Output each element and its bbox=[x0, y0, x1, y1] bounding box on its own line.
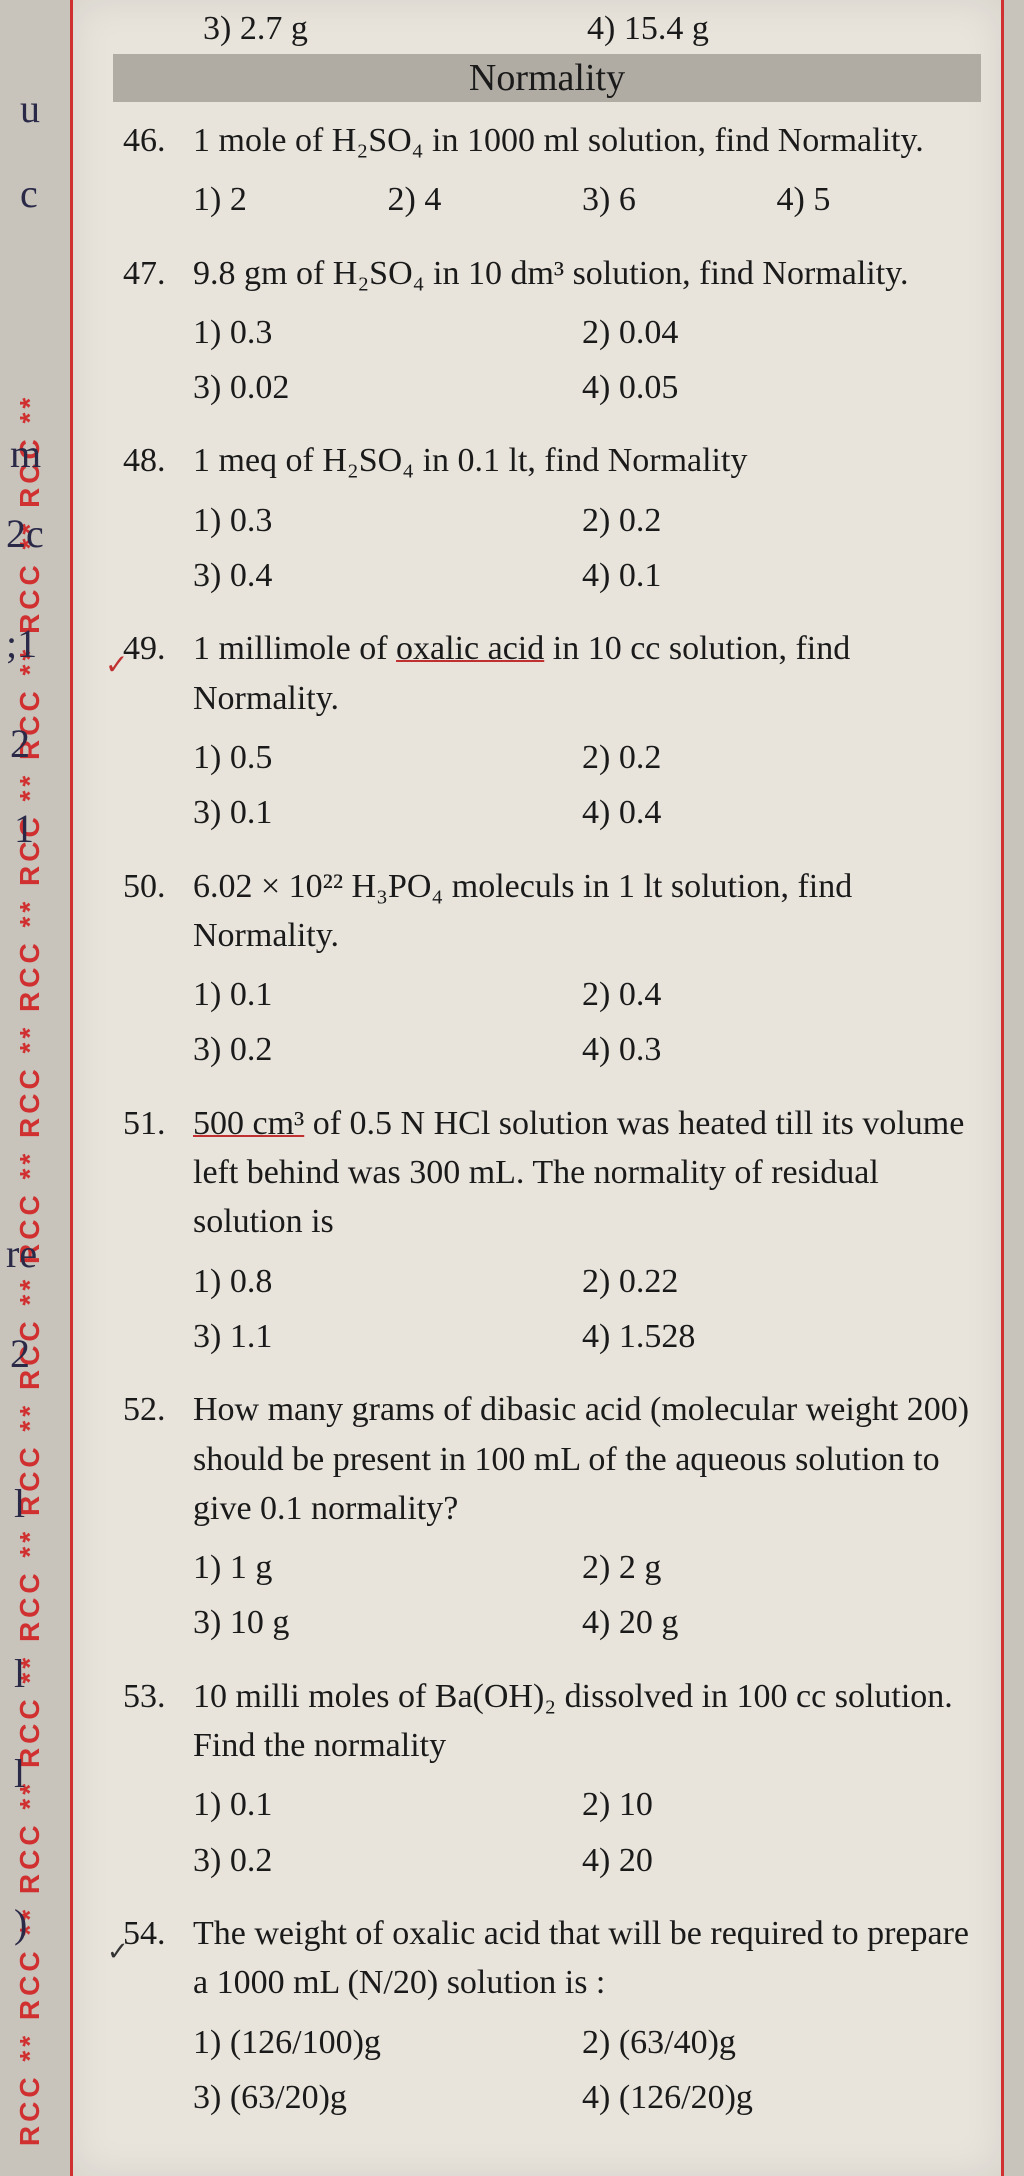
option: 2) 0.22 bbox=[582, 1257, 971, 1306]
option: 3) 0.4 bbox=[193, 551, 582, 600]
question-48: 48. 1 meq of H₂SO₄ in 0.1 lt, find Norma… bbox=[123, 436, 971, 606]
option: 3) 0.1 bbox=[193, 788, 582, 837]
spine-watermark: RCC ** RCC ** RCC ** RCC ** RCC ** RCC *… bbox=[0, 0, 60, 2176]
q-number: 49. ✓ bbox=[123, 624, 193, 843]
q-text: 10 milli moles of Ba(OH)₂ dissolved in 1… bbox=[193, 1672, 971, 1771]
q-number: 51. bbox=[123, 1099, 193, 1367]
option: 3) 0.2 bbox=[193, 1025, 582, 1074]
question-50: 50. 6.02 × 10²² H₃PO₄ moleculs in 1 lt s… bbox=[123, 862, 971, 1081]
option: 1) 0.5 bbox=[193, 733, 582, 782]
q-options: 1) 0.3 2) 0.2 3) 0.4 4) 0.1 bbox=[193, 496, 971, 607]
q-number: 50. bbox=[123, 862, 193, 1081]
q-number: 54. ✓ bbox=[123, 1909, 193, 2128]
option: 2) 10 bbox=[582, 1780, 971, 1829]
q-number: 47. bbox=[123, 249, 193, 419]
option: 2) 4 bbox=[388, 175, 583, 224]
option: 2) 0.4 bbox=[582, 970, 971, 1019]
option: 1) 0.3 bbox=[193, 496, 582, 545]
hand-note: c bbox=[20, 170, 38, 217]
option: 4) 0.1 bbox=[582, 551, 971, 600]
question-49: 49. ✓ 1 millimole of oxalic acid in 10 c… bbox=[123, 624, 971, 843]
tick-icon: ✓ bbox=[105, 646, 128, 687]
hand-note: ;1 bbox=[6, 620, 37, 667]
q-options: 1) 0.1 2) 0.4 3) 0.2 4) 0.3 bbox=[193, 970, 971, 1081]
option: 4) 0.05 bbox=[582, 363, 971, 412]
hand-note: 2c bbox=[6, 510, 44, 557]
option: 1) 2 bbox=[193, 175, 388, 224]
option: 1) 1 g bbox=[193, 1543, 582, 1592]
page-body: 3) 2.7 g 4) 15.4 g Normality 46. 1 mole … bbox=[70, 0, 1004, 2176]
question-46: 46. 1 mole of H₂SO₄ in 1000 ml solution,… bbox=[123, 116, 971, 231]
hand-note: l bbox=[14, 1750, 25, 1797]
option: 2) 0.04 bbox=[582, 308, 971, 357]
option: 1) 0.1 bbox=[193, 1780, 582, 1829]
previous-q-options: 3) 2.7 g 4) 15.4 g bbox=[123, 10, 971, 48]
q-text: How many grams of dibasic acid (molecula… bbox=[193, 1385, 971, 1533]
hand-note: 1 bbox=[14, 805, 34, 852]
option: 3) 6 bbox=[582, 175, 777, 224]
q-text: 6.02 × 10²² H₃PO₄ moleculs in 1 lt solut… bbox=[193, 862, 971, 961]
option: 3) 10 g bbox=[193, 1598, 582, 1647]
q-number: 52. bbox=[123, 1385, 193, 1653]
question-52: 52. How many grams of dibasic acid (mole… bbox=[123, 1385, 971, 1653]
option: 3) 0.02 bbox=[193, 363, 582, 412]
option: 1) 0.3 bbox=[193, 308, 582, 357]
q-text: 1 millimole of oxalic acid in 10 cc solu… bbox=[193, 624, 971, 723]
q-text: 1 mole of H₂SO₄ in 1000 ml solution, fin… bbox=[193, 116, 971, 165]
q-text: 9.8 gm of H₂SO₄ in 10 dm³ solution, find… bbox=[193, 249, 971, 298]
option: 2) 2 g bbox=[582, 1543, 971, 1592]
q-text: 1 meq of H₂SO₄ in 0.1 lt, find Normality bbox=[193, 436, 971, 485]
q-number: 46. bbox=[123, 116, 193, 231]
q-text: 500 cm³ of 0.5 N HCl solution was heated… bbox=[193, 1099, 971, 1247]
hand-note: 2 bbox=[10, 720, 30, 767]
q-number: 53. bbox=[123, 1672, 193, 1891]
q-options: 1) 2 2) 4 3) 6 4) 5 bbox=[193, 175, 971, 230]
q-text: The weight of oxalic acid that will be r… bbox=[193, 1909, 971, 2008]
q-options: 1) 0.5 2) 0.2 3) 0.1 4) 0.4 bbox=[193, 733, 971, 844]
question-54: 54. ✓ The weight of oxalic acid that wil… bbox=[123, 1909, 971, 2128]
q-options: 1) (126/100)g 2) (63/40)g 3) (63/20)g 4)… bbox=[193, 2018, 971, 2129]
option: 4) 5 bbox=[777, 175, 972, 224]
option: 4) 20 bbox=[582, 1836, 971, 1885]
hand-note: ) bbox=[14, 1900, 27, 1947]
option: 4) (126/20)g bbox=[582, 2073, 971, 2122]
q-options: 1) 0.8 2) 0.22 3) 1.1 4) 1.528 bbox=[193, 1257, 971, 1368]
q-options: 1) 0.3 2) 0.04 3) 0.02 4) 0.05 bbox=[193, 308, 971, 419]
option: 1) 0.1 bbox=[193, 970, 582, 1019]
option: 4) 20 g bbox=[582, 1598, 971, 1647]
prev-opt-4: 4) 15.4 g bbox=[587, 10, 971, 48]
option: 1) (126/100)g bbox=[193, 2018, 582, 2067]
hand-note: l bbox=[14, 1650, 25, 1697]
q-options: 1) 0.1 2) 10 3) 0.2 4) 20 bbox=[193, 1780, 971, 1891]
option: 2) 0.2 bbox=[582, 733, 971, 782]
tick-icon: ✓ bbox=[107, 1933, 129, 1971]
option: 3) (63/20)g bbox=[193, 2073, 582, 2122]
hand-note: re bbox=[6, 1230, 37, 1277]
hand-note: l bbox=[14, 1480, 25, 1527]
option: 4) 0.4 bbox=[582, 788, 971, 837]
hand-note: m bbox=[10, 430, 41, 477]
question-53: 53. 10 milli moles of Ba(OH)₂ dissolved … bbox=[123, 1672, 971, 1891]
option: 3) 0.2 bbox=[193, 1836, 582, 1885]
question-51: 51. 500 cm³ of 0.5 N HCl solution was he… bbox=[123, 1099, 971, 1367]
prev-opt-3: 3) 2.7 g bbox=[203, 10, 587, 48]
hand-note: 2 bbox=[10, 1330, 30, 1377]
q-number: 48. bbox=[123, 436, 193, 606]
option: 2) (63/40)g bbox=[582, 2018, 971, 2067]
option: 4) 1.528 bbox=[582, 1312, 971, 1361]
option: 2) 0.2 bbox=[582, 496, 971, 545]
question-47: 47. 9.8 gm of H₂SO₄ in 10 dm³ solution, … bbox=[123, 249, 971, 419]
q-options: 1) 1 g 2) 2 g 3) 10 g 4) 20 g bbox=[193, 1543, 971, 1654]
hand-note: u bbox=[20, 85, 40, 132]
section-heading: Normality bbox=[113, 54, 981, 102]
option: 1) 0.8 bbox=[193, 1257, 582, 1306]
option: 3) 1.1 bbox=[193, 1312, 582, 1361]
option: 4) 0.3 bbox=[582, 1025, 971, 1074]
